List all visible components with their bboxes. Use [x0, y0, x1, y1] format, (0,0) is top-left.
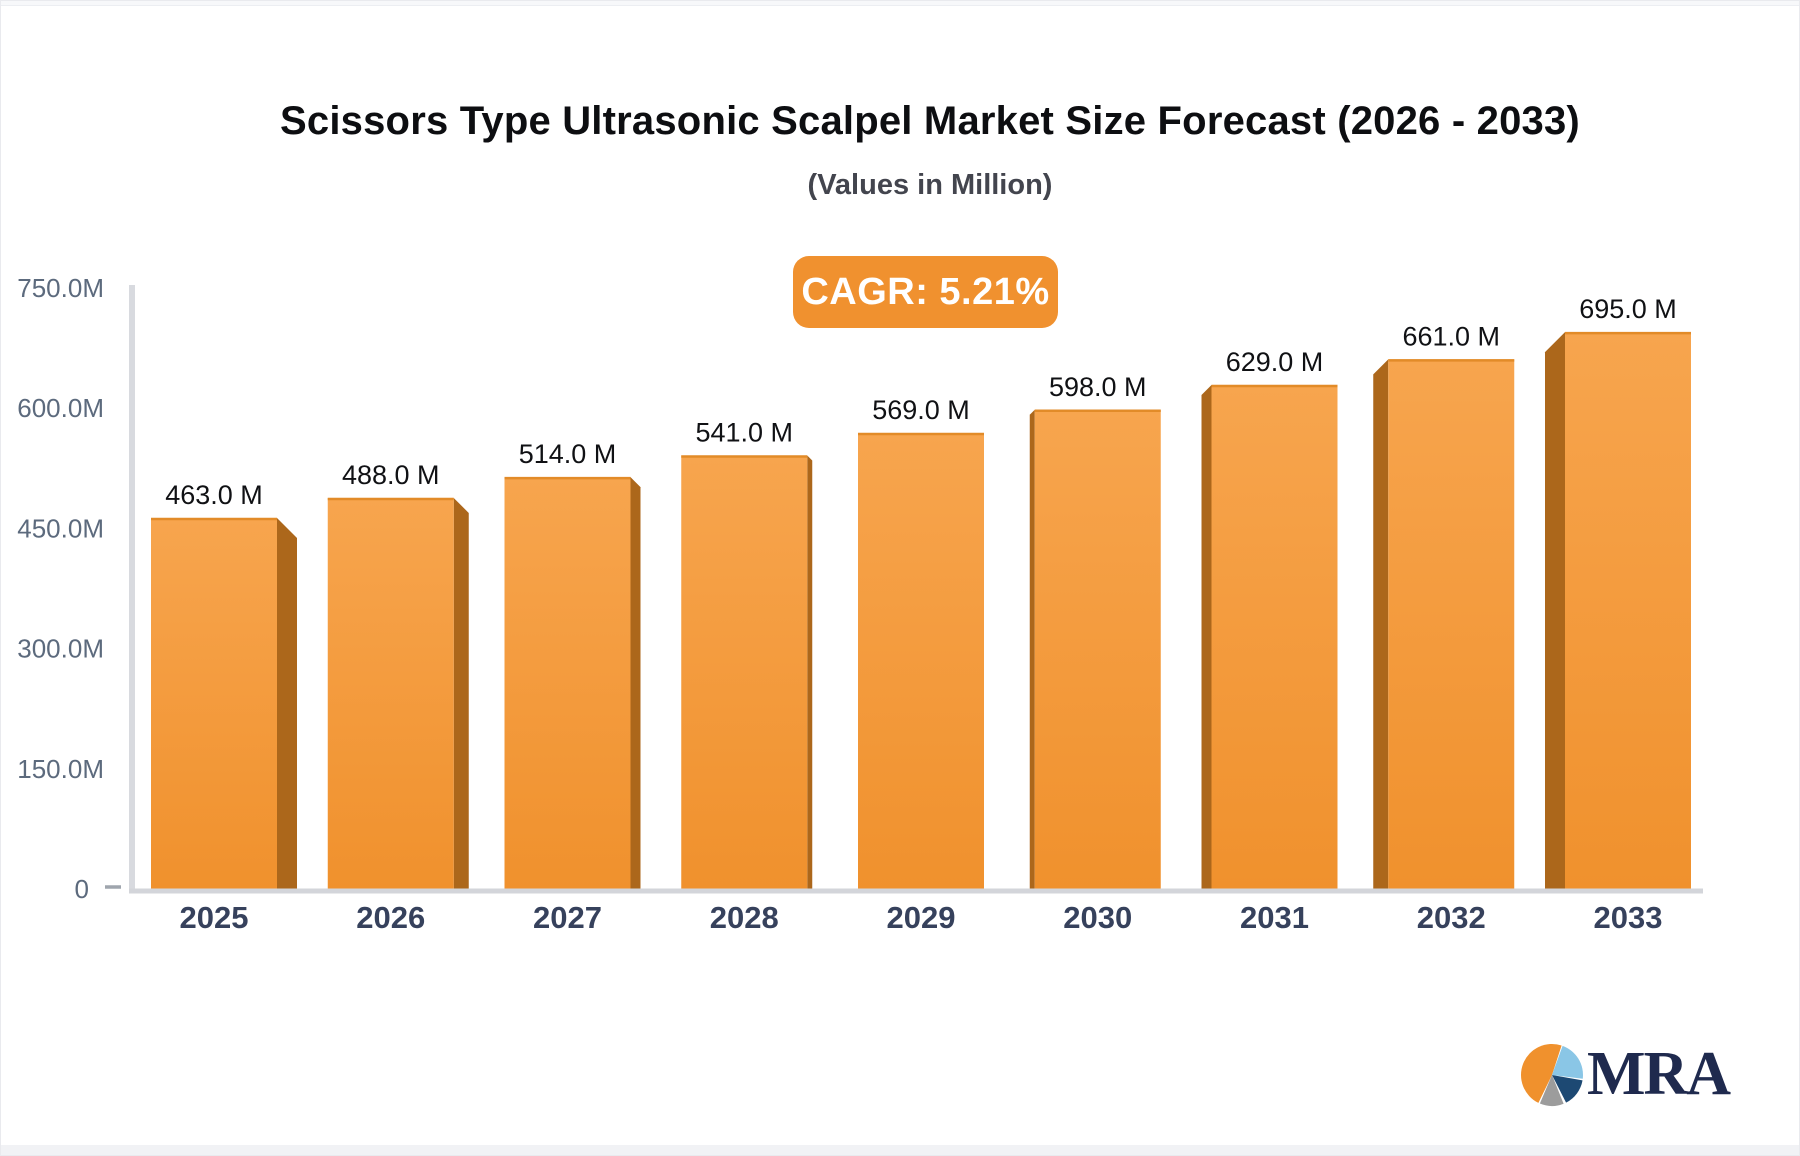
bar-front-face [858, 433, 984, 889]
bar-side-face [453, 497, 469, 889]
y-tick-label: 0 [75, 874, 89, 904]
pie-slice-gray [1539, 1075, 1564, 1106]
y-tick-label: 600.0M [17, 393, 104, 423]
y-tick-label: 750.0M [17, 273, 104, 303]
x-axis-label: 2028 [710, 900, 779, 935]
bar-side-face [277, 517, 297, 889]
logo-text: MRA [1587, 1039, 1731, 1108]
bar-front-face [1034, 409, 1161, 889]
bar-value-label: 569.0 M [872, 395, 970, 425]
bar-value-label: 463.0 M [165, 480, 263, 510]
cagr-badge: CAGR: 5.21% [793, 256, 1058, 328]
x-axis-label: 2026 [356, 900, 425, 935]
x-axis-label: 2033 [1594, 900, 1663, 935]
bar-value-label: 695.0 M [1579, 294, 1677, 324]
bar-side-face [807, 455, 813, 889]
bar-value-label: 598.0 M [1049, 372, 1147, 402]
bar-value-label: 661.0 M [1402, 321, 1500, 351]
x-axis-label: 2032 [1417, 900, 1486, 935]
x-axis-label: 2031 [1240, 900, 1309, 935]
x-axis-label: 2030 [1063, 900, 1132, 935]
bar-front-face [1565, 332, 1691, 889]
bar-value-label: 488.0 M [342, 460, 440, 490]
page-bottom-border [1, 1145, 1799, 1155]
brand-logo: MRA [1519, 1037, 1731, 1111]
pie-slice-orange [1521, 1044, 1562, 1103]
y-tick-label: 300.0M [17, 634, 104, 664]
bar-front-face [151, 517, 277, 889]
y-tick-label: 450.0M [17, 513, 104, 543]
bar-side-face [630, 477, 641, 889]
bar-value-label: 629.0 M [1226, 347, 1324, 377]
x-axis-label: 2029 [887, 900, 956, 935]
bar-value-label: 541.0 M [695, 417, 793, 447]
x-axis-label: 2027 [533, 900, 602, 935]
pie-slice-light-blue [1552, 1045, 1583, 1079]
bar-front-face [504, 477, 631, 889]
y-tick-label: 150.0M [17, 754, 104, 784]
chart-title: Scissors Type Ultrasonic Scalpel Market … [280, 99, 1580, 143]
bar-side-face [1029, 409, 1035, 889]
bar-front-face [327, 497, 454, 889]
bar-value-label: 514.0 M [519, 439, 617, 469]
pie-slice-navy [1552, 1075, 1583, 1103]
page-top-border [1, 1, 1799, 6]
chart-subtitle: (Values in Million) [807, 169, 1053, 201]
bar-side-face [1201, 384, 1212, 889]
bar-side-face [1545, 332, 1565, 889]
x-axis-label: 2025 [180, 900, 249, 935]
bar-front-face [1211, 384, 1338, 889]
bar-front-face [1388, 359, 1515, 889]
bar-side-face [1373, 359, 1389, 889]
pie-chart-icon [1521, 1044, 1583, 1106]
bar-front-face [681, 455, 808, 889]
